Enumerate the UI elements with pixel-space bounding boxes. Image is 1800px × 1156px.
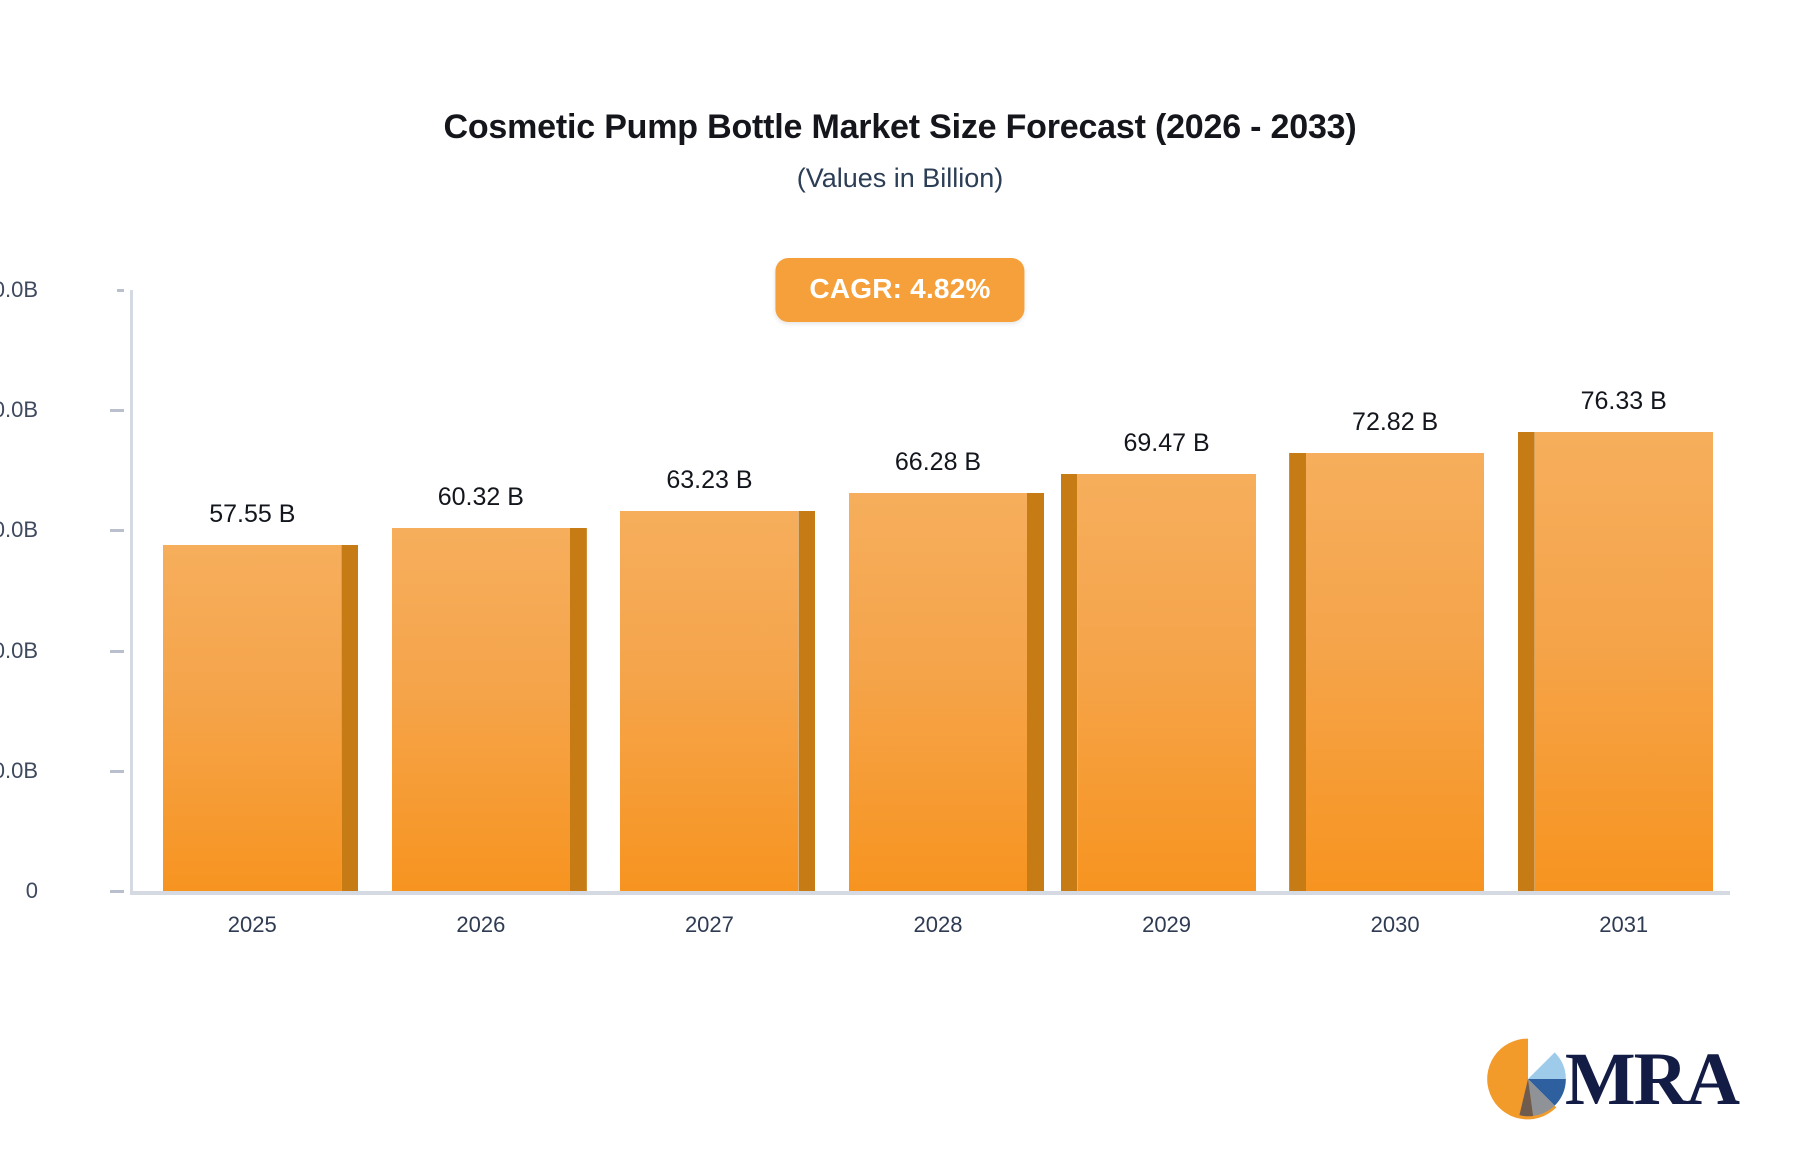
y-tick-mark [110,409,124,413]
bar-front-face [1077,473,1256,891]
x-tick-label: 2025 [227,912,277,937]
bar-front-face [391,528,570,891]
bar-value-label: 66.28 B [894,447,982,476]
title-block: Cosmetic Pump Bottle Market Size Forecas… [0,108,1800,194]
plot-area: 0 20.0B 40.0B 60.0B 80.0B 100.0B 57.55 B 60.32… [0,277,1730,937]
x-tick-label: 2027 [684,912,734,937]
x-tick-label: 2028 [913,912,963,937]
bar-side-face [1289,453,1307,891]
x-tick-label: 2029 [1142,912,1192,937]
bar-2027[interactable]: 63.23 B [620,466,816,891]
bar-value-label: 60.32 B [437,483,524,512]
bar-side-face [798,511,816,891]
y-tick-label: 100.0B [0,277,38,302]
logo-text: MRA [1564,1037,1740,1121]
bar-value-label: 69.47 B [1123,428,1210,457]
y-tick-label: 0 [25,878,38,903]
bar-value-label: 76.33 B [1580,387,1667,416]
y-tick-mark [117,289,124,292]
bar-side-face [1517,432,1535,891]
bar-front-face [1534,432,1713,891]
bar-value-label: 63.23 B [666,466,753,494]
y-tick-mark [110,769,124,773]
cagr-badge: CAGR: 4.82% [775,258,1025,322]
bar-front-face [620,511,799,891]
y-tick-label: 20.0B [0,757,38,783]
page-title: Cosmetic Pump Bottle Market Size Forecas… [443,108,1357,146]
bar-side-face [1060,473,1078,891]
bar-2029[interactable]: 69.47 B [1060,429,1256,891]
brand-logo: MRA [1485,1036,1740,1122]
chart-subtitle: (Values in Billion) [796,163,1004,194]
y-tick-label: 40.0B [0,637,38,663]
y-tick-mark [110,890,124,893]
y-tick-label: 60.0B [0,517,38,543]
bar-2028[interactable]: 66.28 B [849,448,1044,891]
y-tick-mark [110,529,124,533]
x-axis-line [130,891,1730,895]
bar-side-face [569,528,587,891]
bar-side-face [341,545,359,891]
y-tick-label: 80.0B [0,397,38,423]
bar-2026[interactable]: 60.32 B [391,483,587,891]
bar-front-face [1306,453,1485,891]
bar-2025[interactable]: 57.55 B [163,500,359,891]
bar-front-face [163,545,342,891]
bar-2031[interactable]: 76.33 B [1517,387,1713,891]
bar-2030[interactable]: 72.82 B [1289,408,1485,891]
bar-value-label: 72.82 B [1352,408,1439,437]
x-tick-label: 2031 [1599,912,1649,937]
x-tick-label: 2026 [456,912,506,937]
bar-front-face [849,492,1027,891]
y-tick-mark [110,649,124,653]
x-tick-label: 2030 [1370,912,1420,937]
bar-value-label: 57.55 B [209,500,296,529]
bar-side-face [1027,492,1044,891]
y-axis-line [130,290,133,891]
pie-chart-icon [1487,1038,1568,1120]
